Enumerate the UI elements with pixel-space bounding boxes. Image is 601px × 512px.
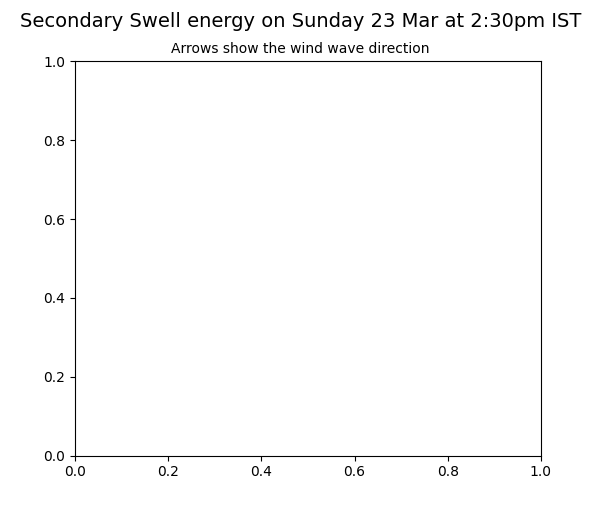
Text: Arrows show the wind wave direction: Arrows show the wind wave direction (171, 42, 430, 56)
Text: Secondary Swell energy on Sunday 23 Mar at 2:30pm IST: Secondary Swell energy on Sunday 23 Mar … (20, 12, 581, 31)
